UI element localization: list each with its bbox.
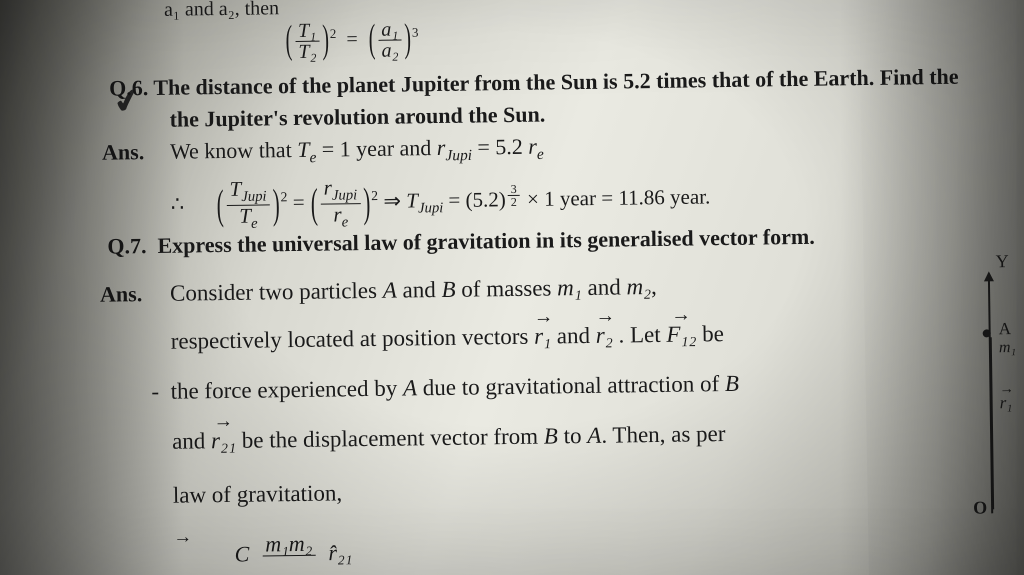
frag-hat: r̂₂₁ xyxy=(328,540,352,565)
question-label: Q.7. xyxy=(107,233,146,259)
t: be xyxy=(696,321,724,346)
question-label: Q.6. xyxy=(109,75,148,101)
eq-num: a₁ xyxy=(381,19,398,41)
text: a₁ and a₂, then xyxy=(164,0,279,21)
t: and xyxy=(582,274,627,300)
therefore-symbol: ∴ xyxy=(171,192,185,216)
ans-label: Ans. xyxy=(100,281,143,308)
q6-line2: the Jupiter's revolution around the Sun. xyxy=(169,102,545,133)
var: A xyxy=(383,278,397,303)
t: . Let xyxy=(613,322,667,348)
eq-den: T₂ xyxy=(298,41,316,63)
var: A xyxy=(403,375,417,400)
vec: r₁ xyxy=(534,323,551,348)
t: and xyxy=(551,323,596,349)
m1-label: m₁ xyxy=(999,339,1016,357)
t: m₁ xyxy=(999,339,1016,356)
axis-y-label: Y xyxy=(996,251,1009,272)
t: due to gravitational attraction of xyxy=(417,371,725,400)
t: the force experienced by xyxy=(170,376,403,404)
t: , xyxy=(651,274,657,299)
eq-exp: 2 xyxy=(330,26,337,41)
var: m₁ xyxy=(557,275,582,300)
t: r₁ xyxy=(1000,393,1013,412)
eq-num: T₁ xyxy=(298,20,316,42)
t: and xyxy=(172,428,211,454)
q7-para3: - the force experienced by A due to grav… xyxy=(151,371,739,405)
t: and xyxy=(397,277,442,303)
exp-den: 2 xyxy=(508,195,520,207)
t: Consider two particles xyxy=(170,278,383,306)
point-a-label: A xyxy=(998,319,1011,339)
arrow: ⇒ xyxy=(383,189,401,213)
var: B xyxy=(725,371,739,396)
q6-line1: The distance of the planet Jupiter from … xyxy=(153,64,959,100)
exp-num: 3 xyxy=(508,182,520,195)
vector-diagram: Y A m₁ r₁ O xyxy=(926,273,1020,554)
result-tail: × 1 year = 11.86 year. xyxy=(527,184,711,211)
vec: r₂₁ xyxy=(211,428,236,453)
q7-para1: Consider two particles A and B of masses… xyxy=(170,274,657,307)
t: be the displacement vector from xyxy=(236,424,544,453)
ans-label: Ans. xyxy=(102,139,145,166)
vec: F₁₂ xyxy=(666,321,696,346)
var: B xyxy=(441,277,455,302)
point-a xyxy=(983,329,991,337)
t: to xyxy=(558,423,588,448)
q6-ans-line1: We know that Te = 1 year and rJupi = 5.2… xyxy=(170,134,544,170)
top-fragment: a₁ and a₂, then xyxy=(164,0,279,22)
eq-den: a₂ xyxy=(381,40,398,62)
page-content: a₁ and a₂, then (T₁T₂)2 = (a₁a₂)3 ✔ Q.6.… xyxy=(0,0,1024,575)
q7-para5: law of gravitation, xyxy=(173,480,343,508)
bottom-fragment: C m₁m₂ r̂₂₁ xyxy=(173,532,352,575)
t: respectively located at position vectors xyxy=(171,324,535,354)
vec: r₂ xyxy=(596,323,613,348)
eq-exp: 3 xyxy=(412,25,419,40)
q6-label: Q.6. The distance of the planet Jupiter … xyxy=(109,64,959,102)
frag-num: m₁m₂ xyxy=(265,531,312,557)
r1-label: r₁ xyxy=(1000,393,1013,413)
origin-label: O xyxy=(973,497,987,518)
q6-equation: ∴ (TJupiTe)2 = (rJupire)2 ⇒ TJupi = (5.2… xyxy=(170,172,710,232)
kepler-equation: (T₁T₂)2 = (a₁a₂)3 xyxy=(284,19,419,62)
q7-para4: and r₂₁ be the displacement vector from … xyxy=(172,421,726,455)
var: B xyxy=(544,423,558,448)
t: of masses xyxy=(455,275,557,301)
var: m₂ xyxy=(626,274,651,299)
q7-para2: respectively located at position vectors… xyxy=(171,321,725,355)
t: . Then, as per xyxy=(601,421,725,448)
var: A xyxy=(587,423,601,448)
